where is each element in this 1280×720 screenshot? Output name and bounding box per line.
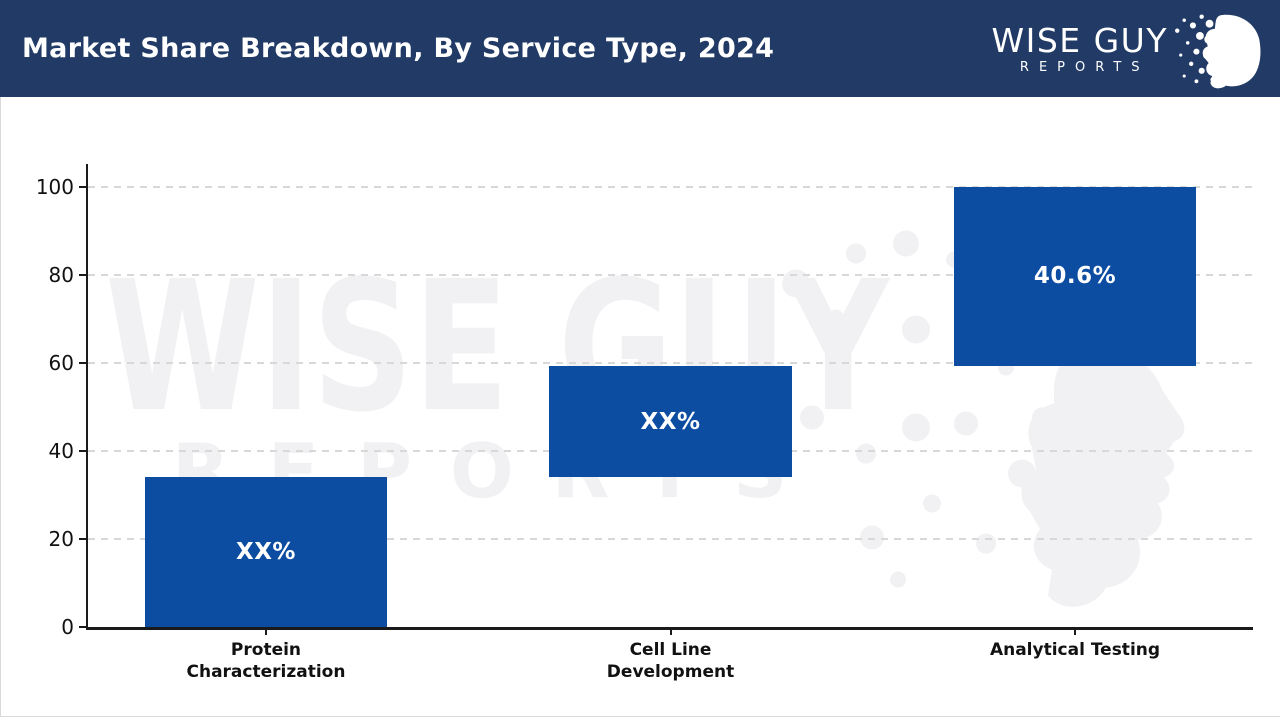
x-category-line: Characterization [186,662,346,682]
x-category-line: Development [606,662,735,682]
logo-text: WISE GUY REPORTS [991,24,1168,74]
logo-face-icon [1175,14,1261,88]
bar-protein-characterization: XX% [144,477,388,627]
bar-analytical-testing: 40.6% [953,187,1197,366]
x-category-line: Analytical Testing [989,640,1161,660]
bar-cell-line-development: XX% [549,365,792,478]
x-axis-spine [86,627,1253,630]
bar-value-label-analytical-testing: 40.6% [1033,263,1117,290]
brand-logo: WISE GUY REPORTS [991,8,1268,90]
page-title: Market Share Breakdown, By Service Type,… [22,33,775,64]
y-tick-20 [79,538,88,540]
x-tick-cell-line-development [669,627,672,635]
y-tick-40 [79,450,88,452]
gridline-20 [88,538,1253,540]
y-tick-0 [79,626,88,628]
y-tick-label-0: 0 [61,615,74,639]
x-category-line: Protein [230,640,302,660]
x-category-label-analytical-testing: Analytical Testing [915,639,1235,661]
x-category-label-cell-line-development: Cell Line Development [511,639,831,683]
x-tick-protein-characterization [264,627,267,635]
bar-value-label-protein-characterization: XX% [235,539,296,566]
y-tick-label-80: 80 [48,263,74,287]
y-tick-100 [79,186,88,188]
y-tick-label-20: 20 [48,527,74,551]
logo-subtitle: REPORTS [1019,59,1150,75]
y-tick-label-40: 40 [48,439,74,463]
y-tick-label-60: 60 [48,351,74,375]
y-axis-spine [86,164,88,630]
y-tick-80 [79,274,88,276]
x-category-line: Cell Line [629,640,712,660]
x-category-label-protein-characterization: Protein Characterization [106,639,426,683]
card-left-border [0,97,1,716]
y-tick-label-100: 100 [35,175,74,199]
gridline-80 [88,274,1253,276]
x-tick-analytical-testing [1074,627,1076,635]
bar-value-label-cell-line-development: XX% [640,408,701,435]
gridline-60 [88,362,1253,364]
card-bottom-border [0,716,1280,717]
y-tick-60 [79,362,88,364]
header-bar: Market Share Breakdown, By Service Type,… [0,0,1280,97]
logo-wordmark: WISE GUY [991,20,1168,60]
gridline-100 [88,186,1253,188]
